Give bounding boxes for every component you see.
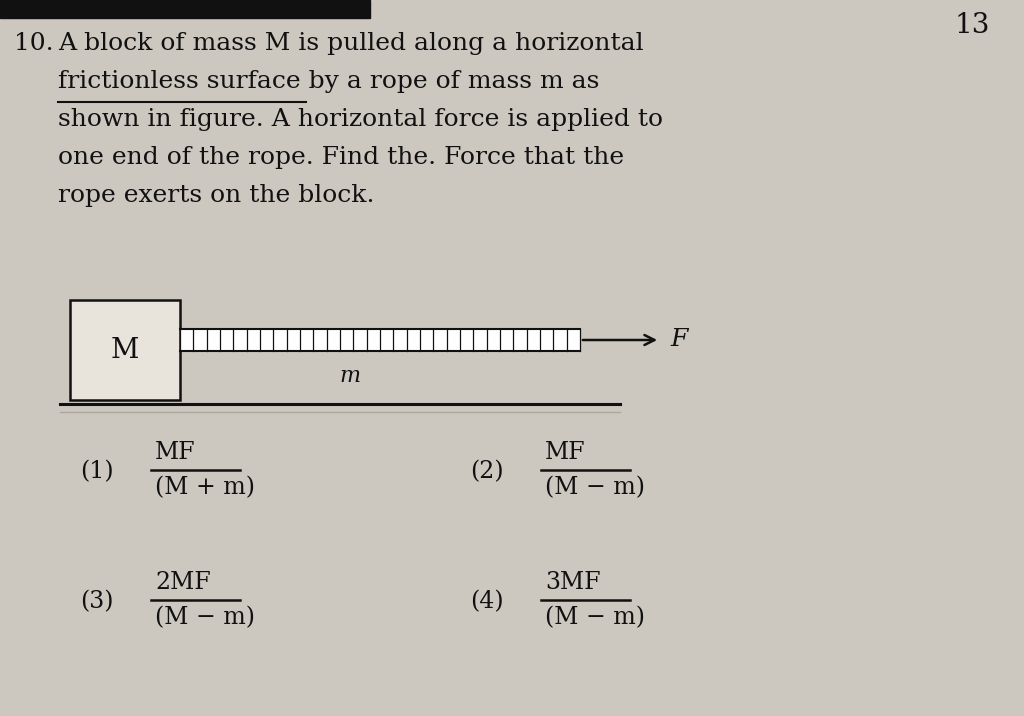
Text: A block of mass M is pulled along a horizontal: A block of mass M is pulled along a hori… <box>58 32 644 55</box>
Text: M: M <box>111 337 139 364</box>
Text: (M − m): (M − m) <box>155 606 255 629</box>
Bar <box>70 300 180 400</box>
Text: (3): (3) <box>80 591 114 614</box>
Bar <box>0 0 370 18</box>
Text: MF: MF <box>155 441 196 464</box>
Text: 13: 13 <box>954 12 990 39</box>
Text: (2): (2) <box>470 460 504 483</box>
Text: (M − m): (M − m) <box>545 606 645 629</box>
Text: frictionless surface by a rope of mass m as: frictionless surface by a rope of mass m… <box>58 70 599 93</box>
Text: 10.: 10. <box>14 32 53 55</box>
Text: (M − m): (M − m) <box>545 476 645 499</box>
Bar <box>180 329 580 351</box>
Text: 3MF: 3MF <box>545 571 601 594</box>
Text: (4): (4) <box>470 591 504 614</box>
Text: rope exerts on the block.: rope exerts on the block. <box>58 184 375 207</box>
Text: one end of the rope. Find the. Force that the: one end of the rope. Find the. Force tha… <box>58 146 624 169</box>
Text: MF: MF <box>545 441 586 464</box>
Text: 2MF: 2MF <box>155 571 211 594</box>
Text: (1): (1) <box>80 460 114 483</box>
Text: shown in figure. A horizontal force is applied to: shown in figure. A horizontal force is a… <box>58 108 663 131</box>
Text: m: m <box>339 365 360 387</box>
Text: (M + m): (M + m) <box>155 476 255 499</box>
Text: F: F <box>670 329 687 352</box>
